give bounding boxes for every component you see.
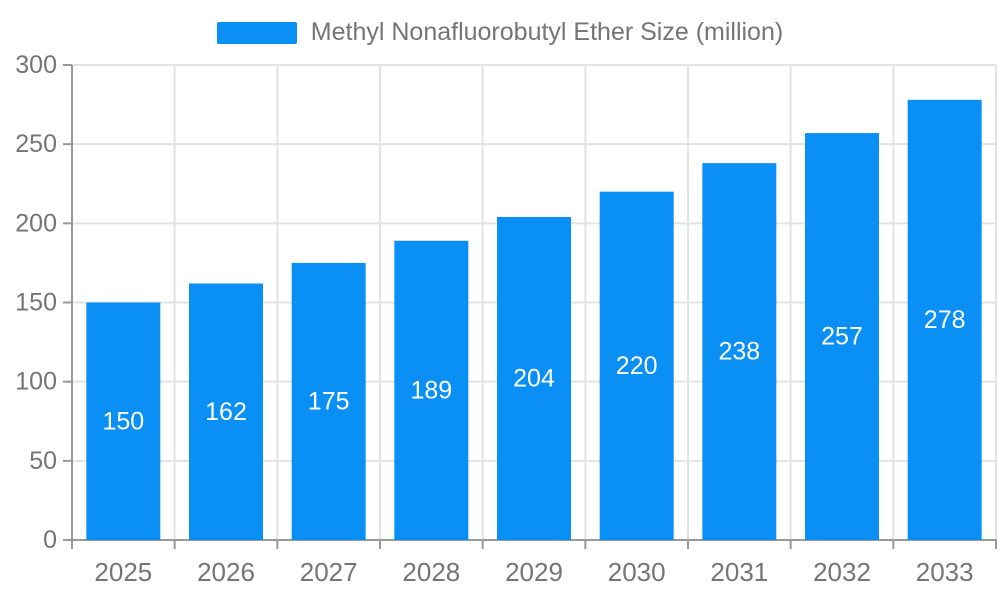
bar-2031[interactable] <box>702 163 777 540</box>
x-axis-label: 2031 <box>710 557 768 587</box>
bar-value-label: 162 <box>205 398 247 426</box>
bar-2032[interactable] <box>805 133 879 541</box>
bar-2026[interactable] <box>189 283 263 541</box>
bar-value-label: 238 <box>718 338 760 366</box>
x-axis-label: 2028 <box>402 557 460 587</box>
y-axis-label: 0 <box>43 526 57 554</box>
x-axis-label: 2029 <box>505 557 563 587</box>
bar-2033[interactable] <box>907 99 982 540</box>
y-axis-label: 100 <box>15 368 57 396</box>
y-axis-label: 300 <box>15 51 57 79</box>
x-axis-label: 2030 <box>608 557 666 587</box>
y-axis-label: 150 <box>15 289 57 317</box>
legend-swatch-icon <box>216 21 297 44</box>
x-axis-label: 2026 <box>197 557 255 587</box>
bar-2028[interactable] <box>394 240 469 540</box>
bar-value-label: 189 <box>410 376 452 404</box>
x-axis-label: 2033 <box>916 557 974 587</box>
bar-value-label: 175 <box>308 387 350 415</box>
bar-value-label: 220 <box>616 352 658 380</box>
y-axis-label: 50 <box>29 447 57 475</box>
bar-2027[interactable] <box>291 262 366 540</box>
y-axis-label: 250 <box>15 130 57 158</box>
bar-value-label: 150 <box>102 407 144 435</box>
bar-value-label: 257 <box>821 323 863 351</box>
legend-label: Methyl Nonafluorobutyl Ether Size (milli… <box>310 18 784 46</box>
x-axis-label: 2027 <box>300 557 358 587</box>
bar-2029[interactable] <box>497 217 571 540</box>
bar-2025[interactable] <box>86 302 161 541</box>
legend-item[interactable]: Methyl Nonafluorobutyl Ether Size (milli… <box>0 20 1000 45</box>
x-axis-label: 2032 <box>813 557 871 587</box>
x-axis-label: 2025 <box>94 557 152 587</box>
bar-value-label: 204 <box>513 365 555 393</box>
bar-value-label: 278 <box>924 306 966 334</box>
bar-2030[interactable] <box>599 191 674 540</box>
y-axis-label: 200 <box>15 209 57 237</box>
